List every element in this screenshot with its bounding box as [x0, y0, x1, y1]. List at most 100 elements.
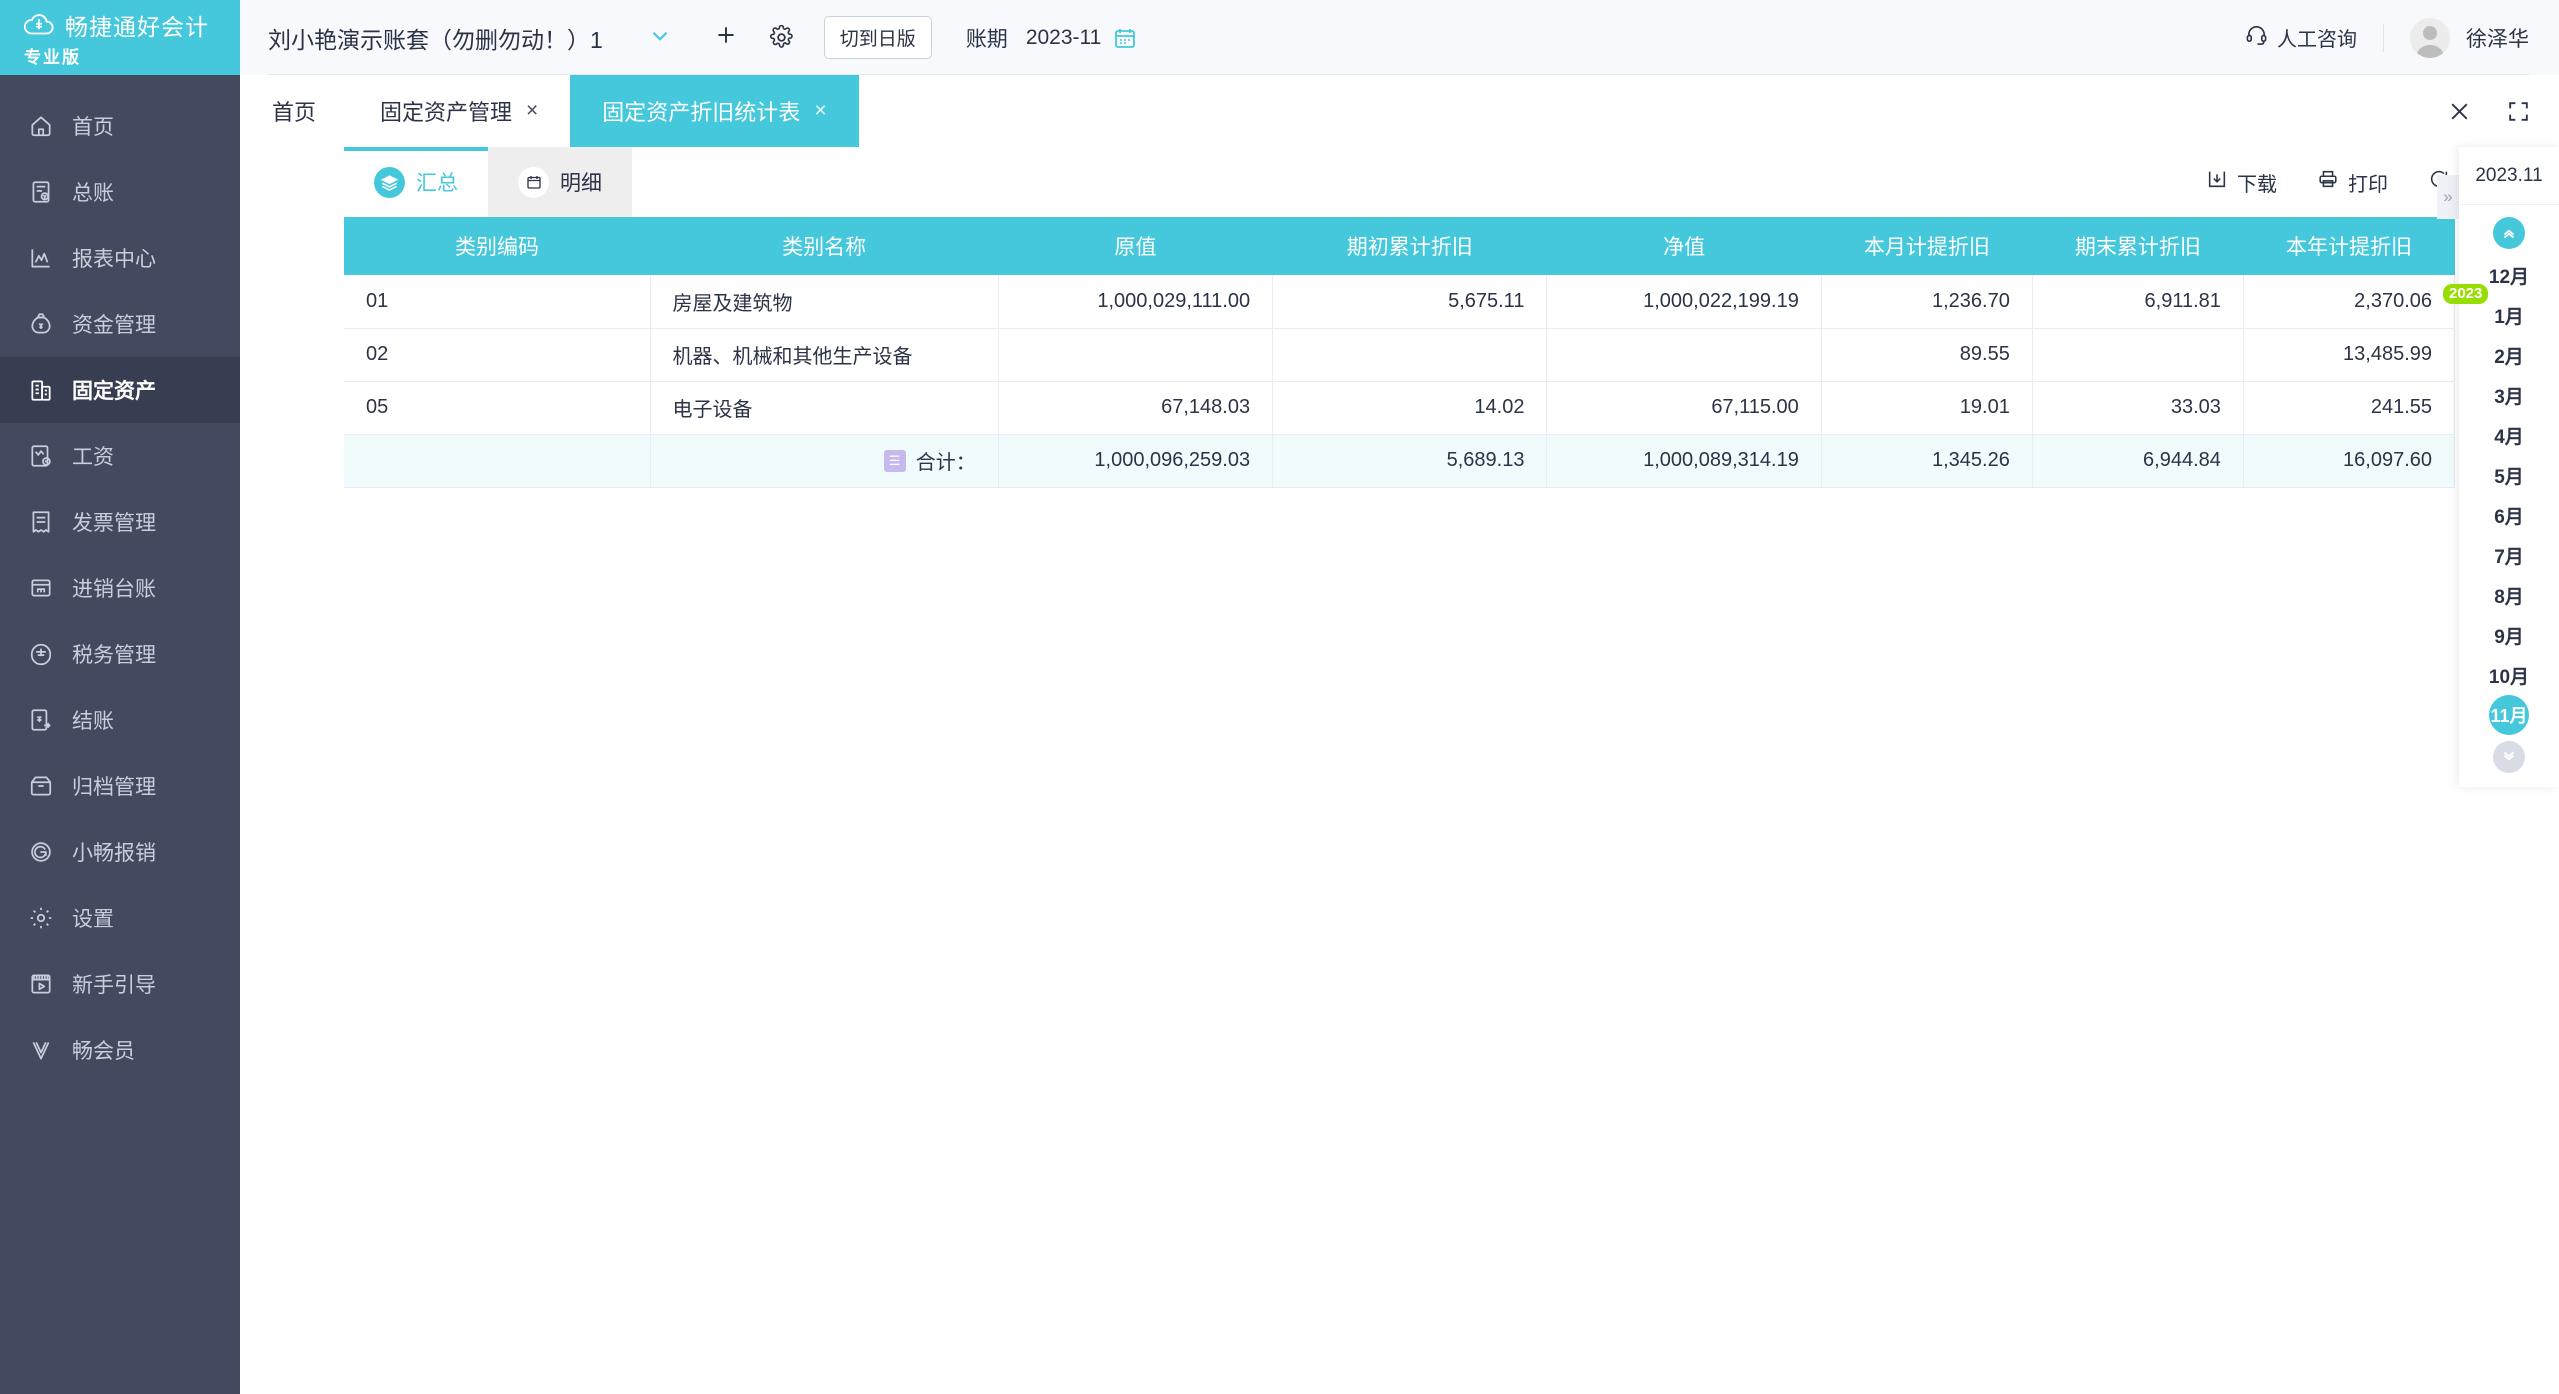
month-item-10[interactable]: 9月 [2459, 615, 2559, 655]
table-row[interactable]: 05 电子设备 67,148.03 14.02 67,115.00 19.01 33.03 2… [344, 381, 2456, 435]
month-item-11[interactable]: 10月 [2459, 655, 2559, 695]
sidebar-item-1[interactable]: 首页 [0, 93, 240, 159]
switch-to-daily-button[interactable]: 切到日版 [823, 16, 932, 59]
month-item-1[interactable]: 12月 [2459, 255, 2559, 295]
chevron-down-icon[interactable] [2493, 741, 2525, 773]
fullscreen-icon[interactable] [2506, 99, 2531, 124]
cell-code: 05 [344, 381, 651, 435]
cell-end_accum [2032, 328, 2244, 382]
table-header: 类别编码 类别名称 原值 期初累计折旧 净值 本月计提折旧 期末累计折旧 本年计提折旧 [344, 217, 2455, 275]
cell-original: 67,148.03 [998, 381, 1274, 435]
account-set-name[interactable]: 刘小艳演示账套（勿删勿动！）1 [268, 26, 603, 53]
sidebar-item-2[interactable]: 总账 [0, 159, 240, 225]
month-label: 7月 [2494, 546, 2524, 568]
sidebar-item-12[interactable]: 小畅报销 [0, 819, 240, 885]
table-total-row: ☰ 合计： 1,000,096,259.03 5,689.13 1,000,089,31… [344, 434, 2456, 488]
tab-detail[interactable]: 明细 [488, 147, 632, 217]
period-selector: 2023.11 12月 2023 1月 2月 3月 4月 5月 6月 7月 8月 9月 10月 11月 [2443, 147, 2559, 787]
month-item-12[interactable]: 11月 [2459, 695, 2559, 735]
month-item-7[interactable]: 6月 [2459, 495, 2559, 535]
sidebar-item-4[interactable]: 资金管理 [0, 291, 240, 357]
support-button[interactable]: 人工咨询 [2245, 23, 2357, 52]
cell-code: 01 [344, 275, 651, 329]
month-item-5[interactable]: 4月 [2459, 415, 2559, 455]
month-label: 5月 [2494, 466, 2524, 488]
chevron-double-right-icon[interactable]: » [2437, 175, 2459, 219]
sidebar-item-3[interactable]: 报表中心 [0, 225, 240, 291]
table-row[interactable]: 01 房屋及建筑物 1,000,029,111.00 5,675.11 1,000,02… [344, 275, 2456, 329]
month-item-8[interactable]: 7月 [2459, 535, 2559, 575]
sidebar-item-10[interactable]: 结账 [0, 687, 240, 753]
month-item-6[interactable]: 5月 [2459, 455, 2559, 495]
cell-year_dep: 2,370.06 [2243, 275, 2456, 329]
print-button[interactable]: 打印 [2317, 168, 2388, 197]
download-button[interactable]: 下载 [2206, 168, 2277, 197]
cell-total-year_dep: 16,097.60 [2243, 434, 2456, 488]
period-value[interactable]: 2023-11 [1025, 25, 1102, 49]
month-item-2[interactable]: 2023 1月 [2443, 284, 2559, 335]
close-icon[interactable]: × [814, 99, 827, 122]
sidebar-item-5[interactable]: 固定资产 [0, 357, 240, 423]
month-item-9[interactable]: 8月 [2459, 575, 2559, 615]
cell-original: 1,000,029,111.00 [998, 275, 1274, 329]
month-label: 8月 [2494, 586, 2524, 608]
sidebar-item-13[interactable]: 设置 [0, 885, 240, 951]
sidebar-item-14[interactable]: 新手引导 [0, 951, 240, 1017]
year-tag: 2023 [2443, 284, 2489, 304]
user-menu[interactable]: 徐泽华 [2410, 17, 2529, 58]
sidebar-item-11[interactable]: 归档管理 [0, 753, 240, 819]
tab-1[interactable]: 首页 [240, 75, 348, 147]
close-icon[interactable]: × [526, 99, 539, 122]
sidebar-item-9[interactable]: 税务管理 [0, 621, 240, 687]
headset-icon [2245, 23, 2268, 52]
sidebar-item-6[interactable]: 工资 [0, 423, 240, 489]
calendar-icon[interactable] [1113, 26, 1137, 50]
chevron-up-icon[interactable] [2493, 217, 2525, 249]
tab-strip-actions [2447, 75, 2559, 147]
cloud-logo-icon [22, 8, 56, 42]
month-label: 3月 [2494, 386, 2524, 408]
sidebar-item-label: 报表中心 [72, 248, 156, 271]
brand-area: 畅捷通好会计 专业版 [0, 0, 240, 75]
table-row[interactable]: 02 机器、机械和其他生产设备 89.55 13,485.99 [344, 328, 2456, 382]
ledger-icon [28, 179, 54, 205]
brand-edition: 专业版 [24, 47, 81, 67]
depreciation-table: 类别编码 类别名称 原值 期初累计折旧 净值 本月计提折旧 期末累计折旧 本年计提折旧 01 房… [344, 217, 2456, 488]
tab-2[interactable]: 固定资产管理 × [348, 75, 570, 147]
top-bar-right: 人工咨询 徐泽华 [2245, 17, 2529, 58]
sidebar-item-15[interactable]: 畅会员 [0, 1017, 240, 1083]
guide-icon [28, 971, 54, 997]
expense-icon [28, 839, 54, 865]
cell-total-end_accum: 6,944.84 [2032, 434, 2244, 488]
close-icon[interactable] [2447, 99, 2472, 124]
cell-month_dep: 1,236.70 [1821, 275, 2033, 329]
download-icon [2206, 168, 2228, 196]
invoice-icon [28, 509, 54, 535]
tab-3[interactable]: 固定资产折旧统计表 × [570, 75, 859, 147]
app-body: 首页总账报表中心资金管理 固定资产 工资 发票管理 进销台账 税务管理 结账 归档管理 小畅报销… [0, 75, 2559, 1394]
sidebar-item-7[interactable]: 发票管理 [0, 489, 240, 555]
top-bar-main: 刘小艳演示账套（勿删勿动！）1 切到日版 账期 2023-11 [240, 0, 2559, 75]
gear-icon[interactable] [769, 25, 794, 50]
gear-icon [28, 905, 54, 931]
month-label: 12月 [2488, 266, 2530, 288]
month-item-4[interactable]: 3月 [2459, 375, 2559, 415]
report-toolbar: 汇总 明细 下载 [240, 147, 2559, 217]
chevron-down-icon[interactable] [647, 23, 673, 53]
money-bag-icon [28, 311, 54, 337]
payroll-icon [28, 443, 54, 469]
calendar-icon [518, 166, 549, 198]
tab-summary[interactable]: 汇总 [344, 147, 488, 217]
sidebar-item-8[interactable]: 进销台账 [0, 555, 240, 621]
cell-total-original: 1,000,096,259.03 [998, 434, 1274, 488]
month-label: 10月 [2488, 666, 2530, 688]
cell-total-net: 1,000,089,314.19 [1546, 434, 1822, 488]
plus-icon[interactable] [713, 22, 739, 54]
month-item-3[interactable]: 2月 [2459, 335, 2559, 375]
cell-begin_accum [1272, 328, 1548, 382]
column-header-1: 类别编码 [344, 217, 651, 275]
sidebar-item-label: 总账 [72, 182, 114, 205]
print-label: 打印 [2348, 173, 2388, 196]
column-header-4: 期初累计折旧 [1272, 217, 1547, 275]
brand-name: 畅捷通好会计 [65, 13, 209, 40]
